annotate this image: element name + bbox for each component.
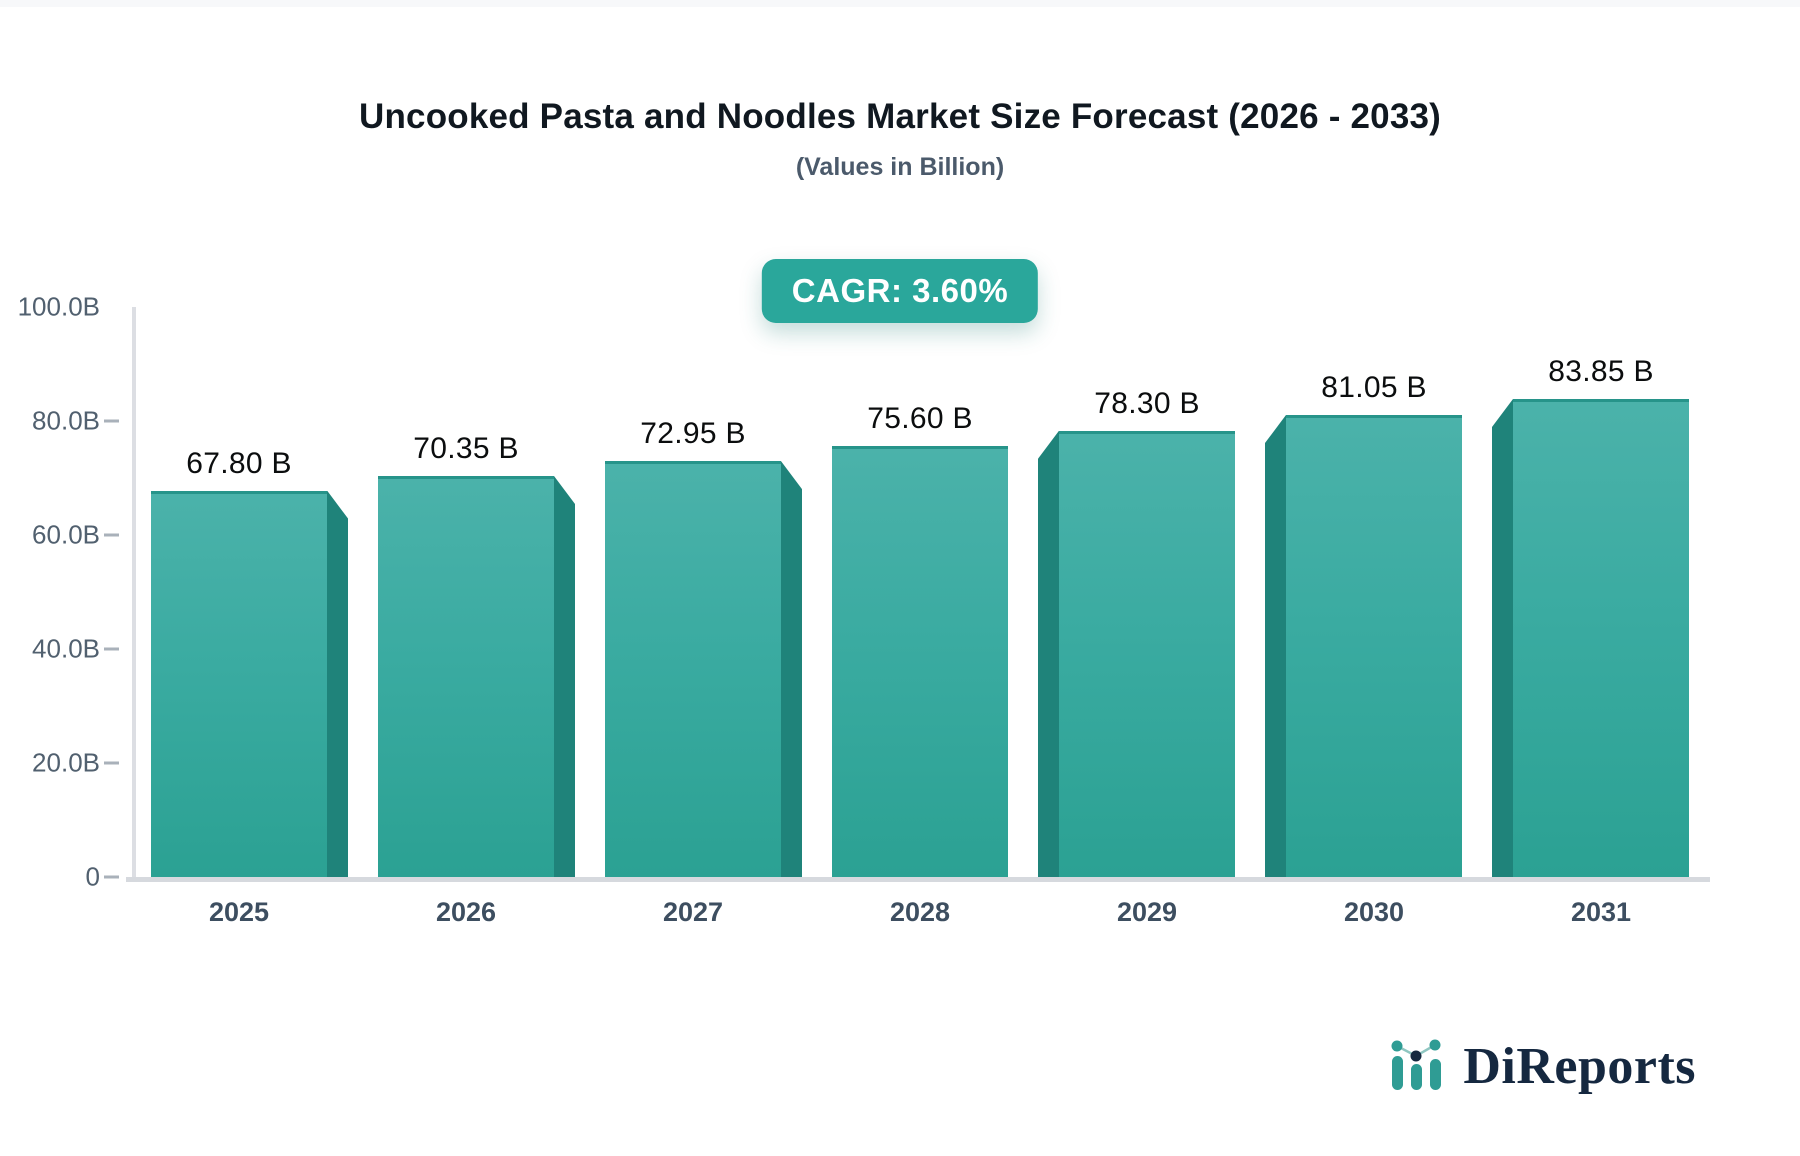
y-tick-mark xyxy=(104,419,119,423)
bar xyxy=(1059,430,1235,877)
x-axis-category-label: 2025 xyxy=(208,897,270,927)
y-tick-label: 100.0B xyxy=(17,291,100,322)
x-axis-category-label: 2030 xyxy=(1343,897,1405,927)
bar-side-panel xyxy=(781,461,802,877)
y-axis-line xyxy=(132,307,136,881)
bar-value-label: 72.95 B xyxy=(640,417,746,451)
y-tick-mark xyxy=(104,647,119,651)
bar-side-panel xyxy=(1492,399,1513,877)
bar-value-label: 70.35 B xyxy=(413,432,519,465)
brand-logo: DiReports xyxy=(1389,1035,1696,1093)
bar xyxy=(1513,399,1689,877)
y-tick-label: 40.0B xyxy=(32,633,100,664)
y-tick-label: 0 xyxy=(85,861,100,892)
bar-value-label: 75.60 B xyxy=(867,402,973,436)
y-tick-label: 60.0B xyxy=(32,519,100,550)
y-tick-label: 80.0B xyxy=(32,405,100,436)
bar xyxy=(832,446,1008,877)
x-axis-category-label: 2029 xyxy=(1116,897,1178,927)
x-axis-category-label: 2028 xyxy=(889,897,951,927)
x-axis-line xyxy=(126,877,1710,882)
chart-subtitle: (Values in Billion) xyxy=(795,153,1005,181)
x-axis-category-label: 2026 xyxy=(435,897,497,927)
cagr-badge: CAGR: 3.60% xyxy=(761,259,1039,323)
bar xyxy=(151,490,327,877)
bar-side-panel xyxy=(554,476,575,877)
bar-value-label: 78.30 B xyxy=(1094,386,1200,420)
y-tick-mark xyxy=(104,875,119,879)
logo-barchart-icon xyxy=(1389,1035,1455,1093)
x-axis-category-label: 2027 xyxy=(662,897,724,927)
logo-text: DiReports xyxy=(1463,1038,1696,1095)
bar-side-panel xyxy=(327,490,348,877)
bar-side-panel xyxy=(1038,430,1059,877)
bar xyxy=(378,476,554,877)
x-axis-category-label: 2031 xyxy=(1570,897,1632,927)
y-tick-label: 20.0B xyxy=(32,747,100,778)
bar xyxy=(605,461,781,877)
bar-side-panel xyxy=(1265,415,1286,877)
y-tick-mark xyxy=(104,761,119,765)
bar-value-label: 67.80 B xyxy=(186,446,292,480)
bar-value-label: 81.05 B xyxy=(1321,371,1427,404)
y-tick-mark xyxy=(104,533,119,537)
chart-title: Uncooked Pasta and Noodles Market Size F… xyxy=(358,97,1442,136)
bar xyxy=(1286,415,1462,877)
bar-value-label: 83.85 B xyxy=(1548,355,1654,389)
